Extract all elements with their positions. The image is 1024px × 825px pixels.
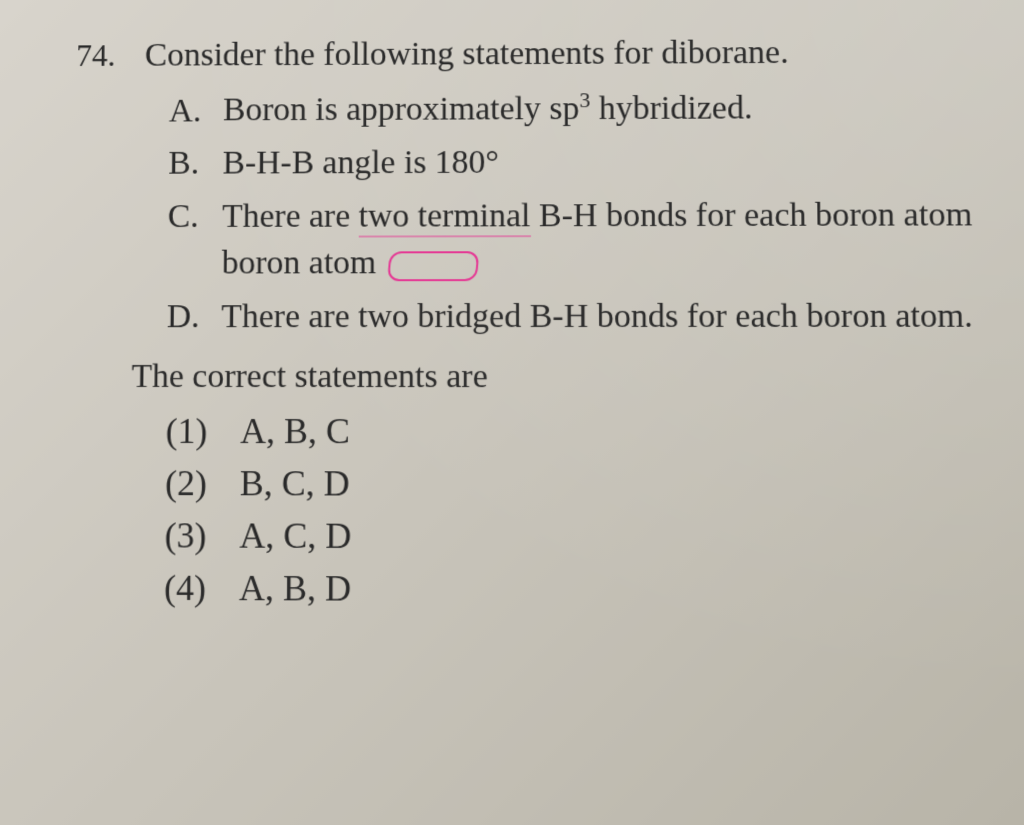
statement-a: A. Boron is approximately sp3 hybridized… (169, 84, 975, 134)
option-label: (1) (165, 410, 240, 452)
options-list: (1) A, B, C (2) B, C, D (3) A, C, D (4) … (164, 410, 981, 612)
option-2[interactable]: (2) B, C, D (165, 462, 980, 506)
statement-label: C. (168, 193, 223, 240)
option-label: (4) (164, 567, 239, 610)
statement-label: D. (167, 293, 222, 340)
statement-text: There are two bridged B-H bonds for each… (221, 292, 977, 340)
statement-b: B. B-H-B angle is 180° (168, 138, 975, 187)
option-3[interactable]: (3) A, C, D (164, 515, 980, 560)
option-1[interactable]: (1) A, B, C (165, 410, 978, 453)
option-text: B, C, D (240, 463, 350, 505)
statement-d: D. There are two bridged B-H bonds for e… (167, 292, 978, 340)
question-header: 74. Consider the following statements fo… (76, 30, 974, 77)
statement-text: B-H-B angle is 180° (222, 138, 975, 187)
option-text: A, B, C (240, 410, 350, 452)
statement-label: B. (168, 140, 223, 187)
statement-c-line1: There are two terminal B-H bonds for eac… (222, 196, 972, 237)
option-label: (2) (165, 462, 240, 504)
option-text: A, C, D (239, 515, 351, 558)
statement-c-line2: boron atom (222, 245, 478, 282)
question-container: 74. Consider the following statements fo… (49, 30, 981, 612)
statement-c: C. There are two terminal B-H bonds for … (167, 191, 976, 287)
question-text: Consider the following statements for di… (145, 31, 789, 77)
option-label: (3) (164, 515, 239, 558)
statements-list: A. Boron is approximately sp3 hybridized… (167, 84, 978, 341)
statement-text: Boron is approximately sp3 hybridized. (223, 84, 975, 134)
statement-label: A. (169, 87, 224, 134)
prompt-text: The correct statements are (131, 358, 978, 396)
option-4[interactable]: (4) A, B, D (164, 567, 981, 612)
statement-text: There are two terminal B-H bonds for eac… (222, 191, 977, 287)
pen-annotation-icon (387, 251, 479, 281)
option-text: A, B, D (239, 567, 351, 610)
question-number: 74. (76, 37, 125, 73)
